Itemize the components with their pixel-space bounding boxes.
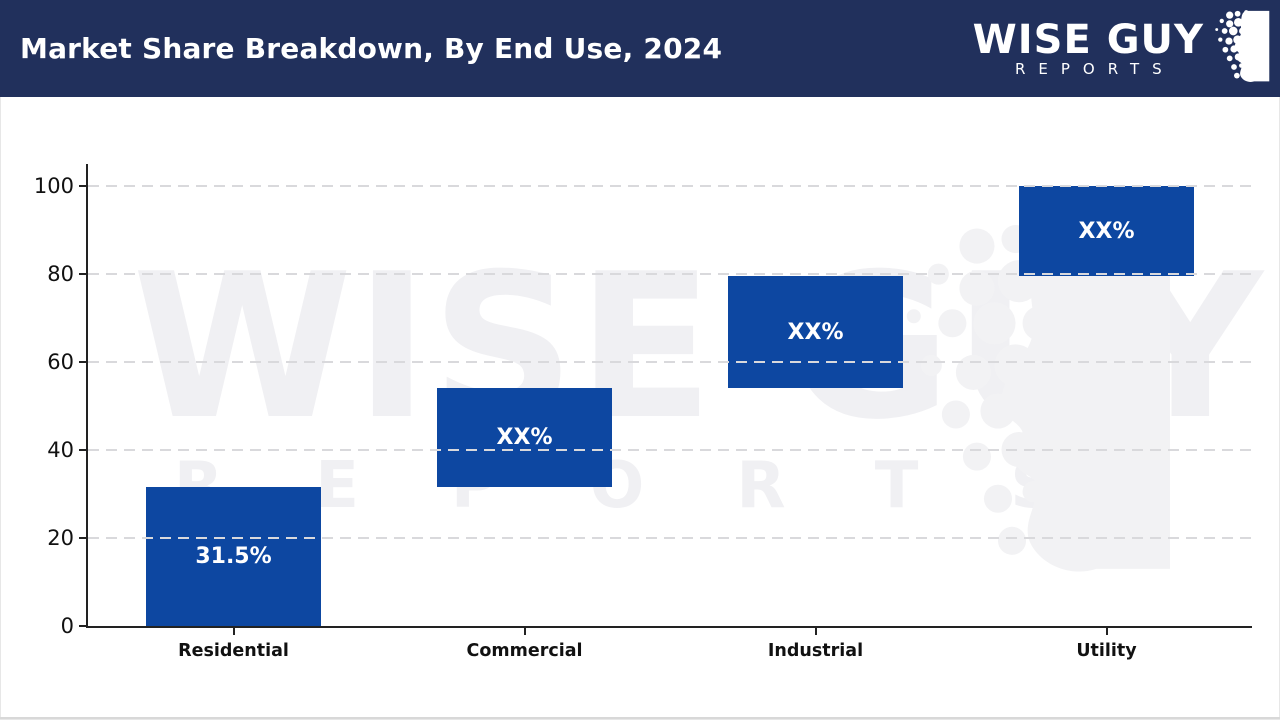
bar-value-label-utility: XX% xyxy=(1078,218,1135,244)
y-tick-mark-20 xyxy=(79,537,88,539)
bar-value-label-industrial: XX% xyxy=(787,319,844,345)
bar-industrial: XX% xyxy=(728,276,903,389)
category-label-commercial: Commercial xyxy=(466,641,583,661)
watermark-line2: REPORTS xyxy=(174,449,1149,523)
bottom-border-line xyxy=(0,717,1280,719)
y-tick-label-40: 40 xyxy=(47,438,74,462)
y-tick-label-0: 0 xyxy=(60,614,74,638)
x-tick-mark-residential xyxy=(232,628,235,635)
y-tick-label-100: 100 xyxy=(33,174,74,198)
y-tick-label-60: 60 xyxy=(47,350,74,374)
gridline-60 xyxy=(88,361,1252,363)
gridline-20 xyxy=(88,537,1252,539)
x-tick-mark-industrial xyxy=(814,628,817,635)
chart-title: Market Share Breakdown, By End Use, 2024 xyxy=(20,32,723,65)
header-bar: Market Share Breakdown, By End Use, 2024… xyxy=(0,0,1280,97)
logo-subtext: REPORTS xyxy=(1014,60,1175,78)
category-label-industrial: Industrial xyxy=(767,641,864,661)
dotted-face-logo-icon xyxy=(1215,9,1270,82)
category-label-utility: Utility xyxy=(1076,641,1137,661)
y-tick-mark-0 xyxy=(79,625,88,627)
y-tick-mark-100 xyxy=(79,185,88,187)
y-tick-mark-80 xyxy=(79,273,88,275)
gridline-80 xyxy=(88,273,1252,275)
watermark-text: WISE GUY REPORTS xyxy=(132,231,1265,523)
y-tick-mark-60 xyxy=(79,361,88,363)
x-tick-mark-commercial xyxy=(523,628,526,635)
logo-wordmark: WISE GUY REPORTS xyxy=(973,20,1204,77)
watermark-line1: WISE GUY xyxy=(132,231,1265,464)
y-tick-mark-40 xyxy=(79,449,88,451)
category-label-residential: Residential xyxy=(178,641,289,661)
bar-commercial: XX% xyxy=(437,388,612,488)
logo-name: WISE GUY xyxy=(972,17,1204,63)
gridline-40 xyxy=(88,449,1252,451)
y-tick-label-20: 20 xyxy=(47,526,74,550)
bar-residential: 31.5% xyxy=(146,487,321,626)
x-tick-mark-utility xyxy=(1105,628,1108,635)
bar-value-label-commercial: XX% xyxy=(496,425,553,451)
y-tick-label-80: 80 xyxy=(47,262,74,286)
bar-value-label-residential: 31.5% xyxy=(195,544,272,570)
y-axis-line xyxy=(86,164,88,628)
gridline-100 xyxy=(88,185,1252,187)
bar-utility: XX% xyxy=(1019,186,1194,277)
x-axis-line xyxy=(86,626,1252,628)
wise-guy-reports-logo: WISE GUY REPORTS xyxy=(973,0,1270,97)
